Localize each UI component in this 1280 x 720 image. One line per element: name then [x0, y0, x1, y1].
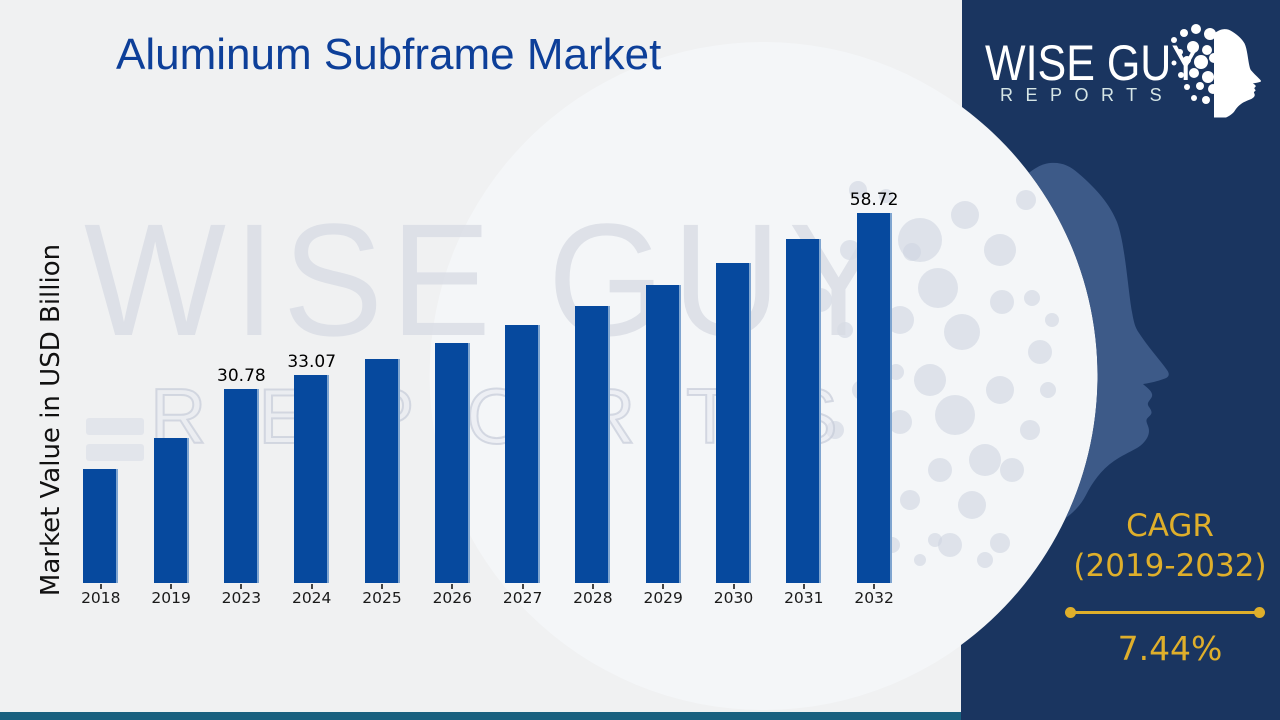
- bar-2019: [153, 438, 189, 583]
- x-tick-2018: [99, 584, 102, 589]
- x-tick-2023: [240, 584, 243, 589]
- year-label-2027: 2027: [502, 589, 543, 607]
- bar-2027: [505, 325, 541, 583]
- year-label-2028: 2028: [573, 589, 613, 607]
- year-label-2019: 2019: [151, 589, 191, 607]
- year-label-2023: 2023: [221, 589, 262, 607]
- value-label-2023: 30.78: [217, 366, 266, 386]
- x-tick-2026: [451, 584, 454, 589]
- bar-2028: [575, 306, 611, 583]
- year-label-2029: 2029: [643, 589, 683, 607]
- watermark-block-top: [86, 418, 144, 435]
- x-tick-2019: [170, 584, 173, 589]
- logo-reports-text: REPORTS: [1000, 85, 1175, 105]
- line-end-dot-right: [1254, 607, 1265, 618]
- line-end-dot-left: [1065, 607, 1076, 618]
- year-label-2026: 2026: [432, 589, 473, 607]
- value-label-2024: 33.07: [287, 352, 337, 372]
- watermark-brand-text: WISE GUY: [84, 190, 897, 369]
- bar-2031: [786, 239, 822, 583]
- bar-2023: [223, 389, 259, 583]
- cagr-divider-line: [1065, 607, 1265, 618]
- x-tick-2025: [381, 584, 383, 589]
- x-tick-2031: [802, 584, 805, 589]
- bar-2018: [83, 469, 119, 583]
- bar-2030: [716, 263, 751, 583]
- cagr-label: CAGR: [1126, 508, 1214, 544]
- bar-2025: [364, 359, 400, 583]
- watermark-block-bottom: [86, 444, 144, 461]
- x-tick-2024: [310, 584, 313, 589]
- x-tick-2029: [662, 584, 665, 589]
- bar-2032: [856, 213, 892, 583]
- bottom-accent-strip: [0, 712, 1280, 720]
- year-label-2018: 2018: [81, 589, 121, 607]
- year-label-2032: 2032: [854, 589, 894, 607]
- bar-2026: [434, 343, 470, 583]
- bar-2029: [645, 285, 681, 583]
- year-label-2030: 2030: [713, 589, 754, 607]
- value-label-2032: 58.72: [849, 190, 899, 210]
- page-title: Aluminum Subframe Market: [116, 30, 662, 79]
- x-tick-2028: [591, 584, 594, 589]
- x-tick-2032: [873, 584, 876, 589]
- cagr-value: 7.44%: [1117, 629, 1223, 668]
- x-tick-2027: [521, 584, 524, 589]
- year-label-2024: 2024: [291, 589, 332, 607]
- year-label-2025: 2025: [362, 589, 402, 607]
- bar-2024: [294, 375, 330, 583]
- logo-brand-text: WISE GUY: [985, 35, 1201, 91]
- x-tick-2030: [732, 584, 735, 589]
- year-label-2031: 2031: [784, 589, 824, 607]
- cagr-period: (2019-2032): [1073, 548, 1267, 584]
